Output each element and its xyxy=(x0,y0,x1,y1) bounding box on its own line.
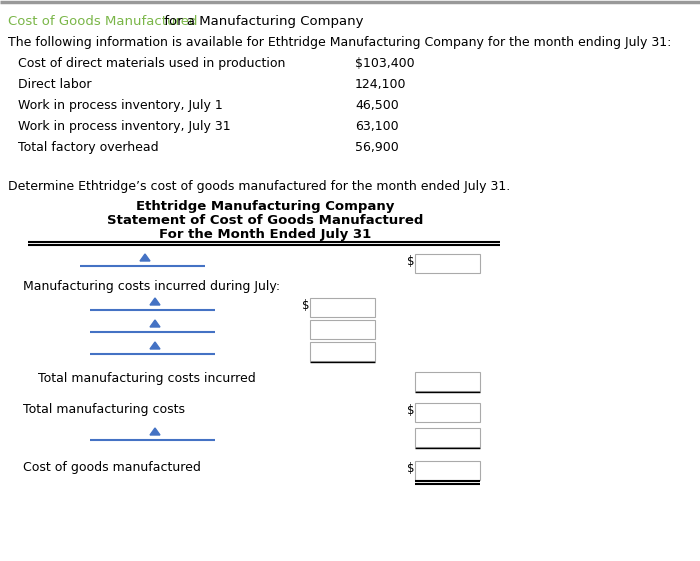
Polygon shape xyxy=(150,298,160,305)
Polygon shape xyxy=(150,342,160,349)
Bar xyxy=(415,403,480,422)
Text: For the Month Ended July 31: For the Month Ended July 31 xyxy=(159,228,371,241)
Text: Cost of direct materials used in production: Cost of direct materials used in product… xyxy=(18,57,286,70)
Bar xyxy=(415,254,480,273)
Polygon shape xyxy=(140,254,150,261)
Bar xyxy=(310,342,375,361)
Text: for a Manufacturing Company: for a Manufacturing Company xyxy=(160,15,363,28)
Text: $103,400: $103,400 xyxy=(355,57,414,70)
Text: Total manufacturing costs incurred: Total manufacturing costs incurred xyxy=(38,372,256,385)
Bar xyxy=(310,320,375,339)
Text: Direct labor: Direct labor xyxy=(18,78,92,91)
Text: Manufacturing costs incurred during July:: Manufacturing costs incurred during July… xyxy=(23,280,280,293)
Text: $: $ xyxy=(407,255,414,268)
Text: Total factory overhead: Total factory overhead xyxy=(18,141,159,154)
Text: Cost of goods manufactured: Cost of goods manufactured xyxy=(23,461,201,474)
Text: $: $ xyxy=(407,462,414,475)
Polygon shape xyxy=(150,428,160,435)
Text: $: $ xyxy=(302,299,309,312)
Bar xyxy=(415,428,480,447)
Text: Cost of Goods Manufactured: Cost of Goods Manufactured xyxy=(8,15,197,28)
Text: Ethtridge Manufacturing Company: Ethtridge Manufacturing Company xyxy=(136,200,394,213)
Text: 56,900: 56,900 xyxy=(355,141,399,154)
Bar xyxy=(415,461,480,480)
Text: Work in process inventory, July 1: Work in process inventory, July 1 xyxy=(18,99,223,112)
Text: Total manufacturing costs: Total manufacturing costs xyxy=(23,403,185,416)
Text: 63,100: 63,100 xyxy=(355,120,398,133)
Bar xyxy=(310,298,375,317)
Bar xyxy=(415,372,480,391)
Text: $: $ xyxy=(407,404,414,417)
Text: Determine Ethtridge’s cost of goods manufactured for the month ended July 31.: Determine Ethtridge’s cost of goods manu… xyxy=(8,180,510,193)
Text: 46,500: 46,500 xyxy=(355,99,399,112)
Text: The following information is available for Ethtridge Manufacturing Company for t: The following information is available f… xyxy=(8,36,671,49)
Text: Work in process inventory, July 31: Work in process inventory, July 31 xyxy=(18,120,230,133)
Polygon shape xyxy=(150,320,160,327)
Text: 124,100: 124,100 xyxy=(355,78,407,91)
Text: Statement of Cost of Goods Manufactured: Statement of Cost of Goods Manufactured xyxy=(107,214,424,227)
